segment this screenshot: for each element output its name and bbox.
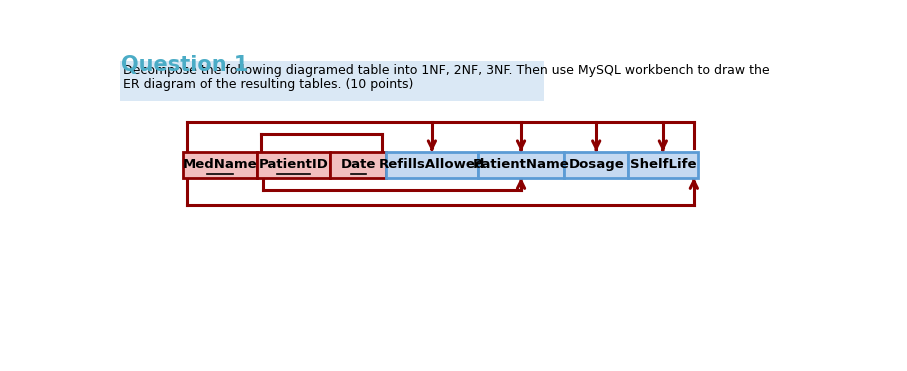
- Text: RefillsAllowed: RefillsAllowed: [379, 158, 485, 171]
- Text: MedName: MedName: [182, 158, 258, 171]
- FancyBboxPatch shape: [330, 151, 386, 178]
- FancyBboxPatch shape: [386, 151, 478, 178]
- Text: PatientName: PatientName: [473, 158, 570, 171]
- Text: ER diagram of the resulting tables. (10 points): ER diagram of the resulting tables. (10 …: [123, 78, 414, 91]
- Text: Question 1: Question 1: [122, 55, 249, 75]
- Text: Date: Date: [341, 158, 376, 171]
- FancyBboxPatch shape: [183, 151, 257, 178]
- Text: ShelfLife: ShelfLife: [629, 158, 696, 171]
- FancyBboxPatch shape: [478, 151, 564, 178]
- FancyBboxPatch shape: [120, 61, 544, 101]
- FancyBboxPatch shape: [564, 151, 628, 178]
- Text: PatientID: PatientID: [258, 158, 328, 171]
- FancyBboxPatch shape: [257, 151, 330, 178]
- Text: Decompose the following diagramed table into 1NF, 2NF, 3NF. Then use MySQL workb: Decompose the following diagramed table …: [123, 64, 770, 77]
- FancyBboxPatch shape: [628, 151, 697, 178]
- Text: Dosage: Dosage: [569, 158, 624, 171]
